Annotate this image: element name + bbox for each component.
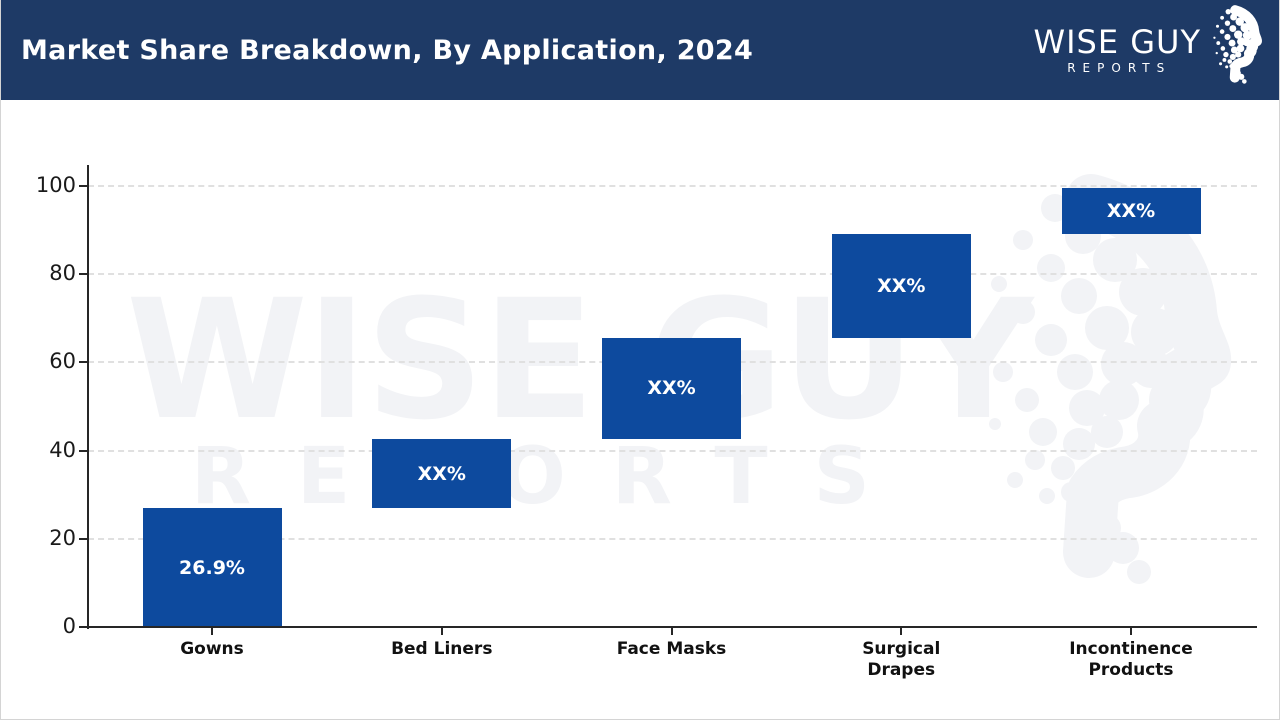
y-axis-tick	[79, 537, 87, 540]
y-axis-line	[87, 165, 89, 629]
bar-segment: XX%	[372, 438, 512, 509]
logo-text: WISE GUY REPORTS	[1033, 26, 1201, 75]
x-tick-label: Face Masks	[616, 639, 727, 659]
x-axis-tick	[900, 628, 903, 635]
header: Market Share Breakdown, By Application, …	[1, 0, 1279, 100]
y-tick-label: 20	[49, 525, 76, 550]
bar-value-label: XX%	[417, 462, 466, 485]
wise-guy-logo: WISE GUY REPORTS	[1033, 4, 1271, 96]
x-axis-tick	[440, 628, 443, 635]
watermark-subtext: REPORTS	[191, 432, 916, 522]
y-axis-tick	[79, 449, 87, 452]
x-tick-label: Bed Liners	[391, 639, 493, 659]
y-axis-tick	[79, 185, 87, 187]
x-axis-tick	[670, 628, 673, 635]
gridline	[88, 273, 1257, 276]
x-tick-label: Surgical Drapes	[862, 639, 941, 681]
logo-wordmark: WISE GUY	[1033, 22, 1201, 61]
bar-value-label: XX%	[647, 377, 696, 400]
bar-segment: XX%	[1061, 187, 1201, 235]
bar-value-label: 26.9%	[179, 556, 245, 579]
bar-value-label: XX%	[1106, 199, 1156, 222]
gridline	[88, 537, 1257, 540]
y-tick-label: 100	[35, 173, 76, 197]
bar-segment: XX%	[831, 234, 971, 338]
gridline	[88, 185, 1257, 187]
x-axis-tick	[1130, 628, 1132, 635]
y-tick-label: 0	[62, 614, 76, 638]
y-axis-tick	[79, 626, 87, 628]
dotted-head-logo-icon	[1213, 5, 1262, 84]
y-tick-label: 80	[49, 261, 76, 286]
page-title: Market Share Breakdown, By Application, …	[21, 34, 754, 66]
y-tick-label: 60	[49, 349, 76, 374]
y-tick-label: 40	[49, 437, 76, 462]
bar-segment: XX%	[602, 337, 741, 439]
logo-subtitle: REPORTS	[1067, 60, 1172, 75]
bar-value-label: XX%	[877, 274, 926, 297]
y-axis-tick	[79, 273, 87, 276]
gridline	[88, 449, 1257, 452]
waterfall-chart: WISE GUY REPORTS 0 20 40 60 80 100 Gowns Bed Li…	[1, 100, 1279, 719]
y-axis-tick	[79, 361, 87, 364]
bar-segment: 26.9%	[142, 508, 282, 627]
x-tick-label: Incontinence Products	[1069, 639, 1193, 681]
x-axis-tick	[211, 628, 213, 635]
x-axis-line	[87, 626, 1257, 628]
x-tick-label: Gowns	[180, 639, 244, 659]
